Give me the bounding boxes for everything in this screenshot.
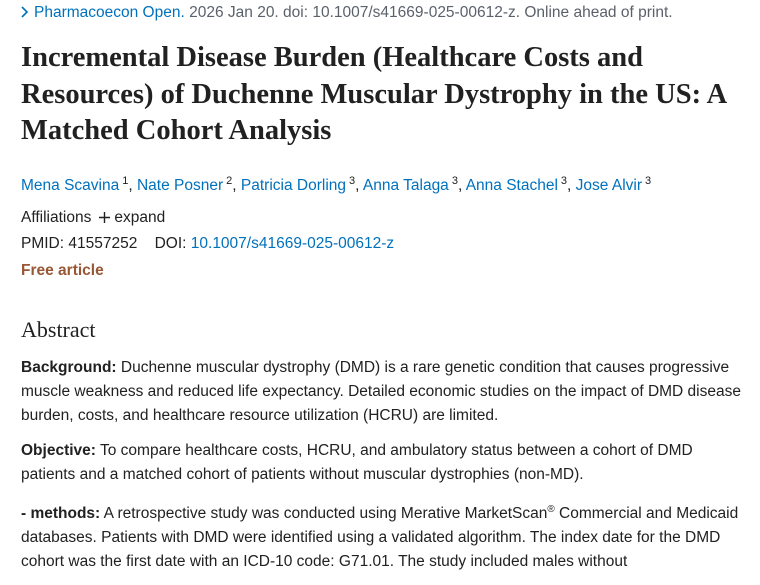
chevron-icon (21, 6, 29, 18)
author-name[interactable]: Anna Stachel (465, 177, 558, 195)
abstract-section: Objective: To compare healthcare costs, … (21, 439, 741, 487)
affiliation-number[interactable]: 3 (560, 175, 568, 187)
superscript: ® (547, 504, 555, 515)
affiliation-number[interactable]: 2 (226, 175, 233, 187)
expand-toggle[interactable]: expand (114, 209, 166, 226)
abstract-section: - methods: A retrospective study was con… (21, 498, 741, 574)
page: Pharmacoecon Open. 2026 Jan 20. doi: 10.… (20, 3, 741, 571)
author: Mena Scavina 1 (21, 175, 129, 195)
affiliation-number[interactable]: 3 (451, 175, 458, 187)
affiliations-label: Affiliations (21, 209, 92, 226)
citation: Pharmacoecon Open. 2026 Jan 20. doi: 10.… (20, 3, 673, 23)
section-label: Objective: (21, 442, 96, 459)
author-list: Mena Scavina1Nate Posner2Patricia Dorlin… (21, 170, 651, 197)
section-label: Background: (21, 359, 117, 376)
affiliation-number[interactable]: 3 (349, 175, 356, 187)
abstract-section: Background: Duchenne muscular dystrophy … (21, 356, 741, 428)
doi-label: DOI: (154, 235, 187, 252)
author-name[interactable]: Anna Talaga (362, 177, 449, 195)
abstract-heading: Abstract (21, 317, 96, 342)
author-name[interactable]: Nate Posner (136, 177, 224, 195)
section-text: A retrospective study was conducted usin… (103, 505, 548, 523)
article-title: Incremental Disease Burden (Healthcare C… (21, 42, 726, 146)
pmid: 41557252 (68, 235, 138, 252)
affiliation-number[interactable]: 3 (645, 175, 652, 187)
identifiers: PMID: 41557252 DOI: 10.1007/s41669-025-0… (21, 233, 394, 255)
doi-link[interactable]: 10.1007/s41669-025-00612-z (190, 235, 395, 252)
author-name[interactable]: Mena Scavina (21, 177, 120, 195)
section-label: - methods: (21, 505, 101, 523)
author-name[interactable]: Patricia Dorling (240, 177, 347, 195)
journal-link[interactable]: Pharmacoecon Open. (34, 4, 185, 21)
pmid-label: PMID: (21, 235, 65, 252)
citation-details: 2026 Jan 20. doi: 10.1007/s41669-025-006… (189, 4, 673, 21)
affiliation-number[interactable]: 1 (122, 175, 129, 187)
author-name[interactable]: Jose Alvir (575, 177, 643, 195)
plus-icon[interactable] (99, 212, 111, 223)
section-text: Commercial and Medicaid databases. Patie… (21, 505, 739, 571)
abstract-body: Background: Duchenne muscular dystrophy … (21, 356, 741, 585)
section-text: To compare healthcare costs, HCRU, and a… (21, 442, 693, 483)
section-text: Duchenne muscular dystrophy (DMD) is a r… (21, 359, 741, 424)
free-article: Free article (21, 262, 104, 279)
affiliations: Affiliations expand (21, 207, 165, 229)
